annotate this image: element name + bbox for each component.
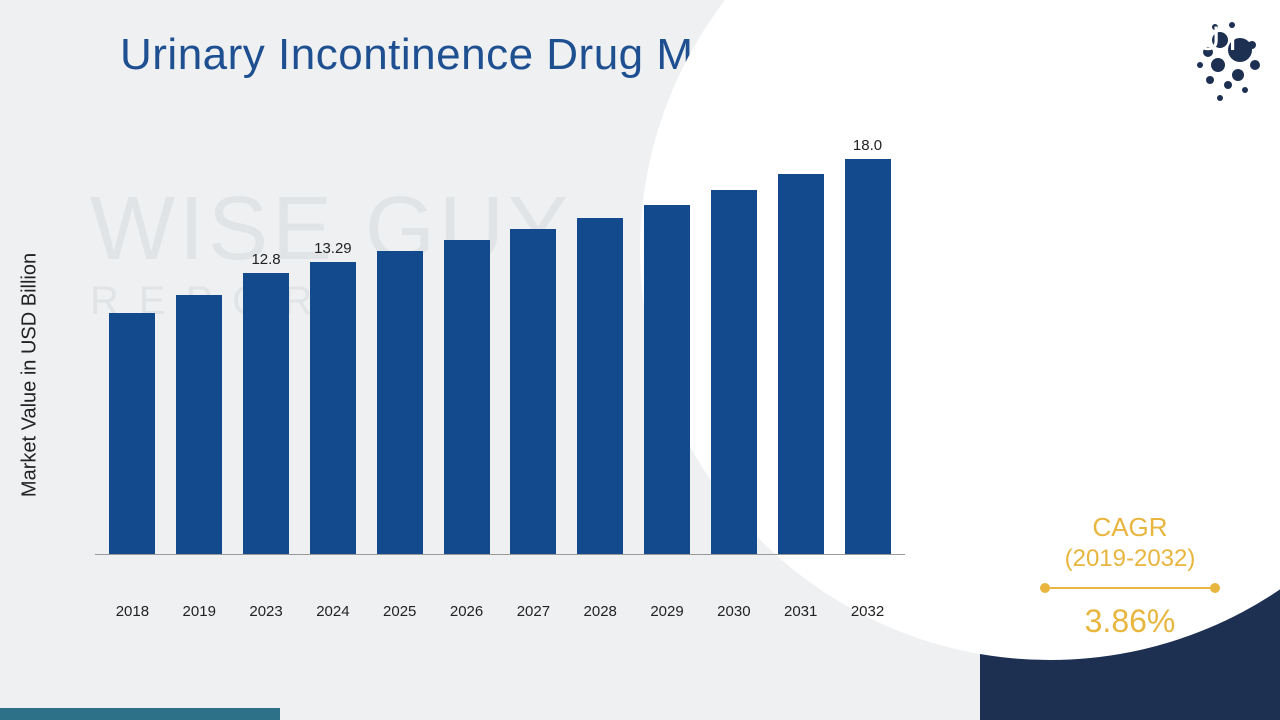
- plot-area: 12.813.2918.0: [95, 160, 905, 555]
- bar: [444, 240, 490, 554]
- bar: [711, 190, 757, 554]
- logo-text-sub: R E P O R T S: [1012, 57, 1245, 75]
- x-tick-label: 2029: [637, 603, 697, 620]
- bar: [176, 295, 222, 554]
- bar-value-label: 13.29: [314, 240, 352, 258]
- bar-column: [169, 273, 229, 554]
- x-tick-label: 2032: [838, 603, 898, 620]
- bar: [845, 159, 891, 554]
- bar: [243, 273, 289, 554]
- x-tick-label: 2019: [169, 603, 229, 620]
- bar: [109, 313, 155, 554]
- bar-column: [437, 218, 497, 554]
- bar: [310, 262, 356, 554]
- y-axis-label: Market Value in USD Billion: [19, 253, 42, 497]
- bottom-accent-bar: [0, 708, 280, 720]
- x-tick-label: 2023: [236, 603, 296, 620]
- bar-column: [771, 152, 831, 554]
- bar-column: [102, 291, 162, 554]
- bars-container: 12.813.2918.0: [95, 160, 905, 554]
- bar-column: 12.8: [236, 251, 296, 554]
- bar-column: [637, 183, 697, 554]
- logo-text-main: WISE GUY: [1012, 20, 1245, 59]
- x-tick-label: 2018: [102, 603, 162, 620]
- bar-column: [503, 207, 563, 554]
- cagr-label: CAGR: [1020, 512, 1240, 543]
- bar-column: [704, 168, 764, 554]
- cagr-block: CAGR (2019-2032) 3.86%: [1020, 512, 1240, 640]
- brand-logo: WISE GUY R E P O R T S: [1012, 20, 1245, 75]
- x-tick-label: 2026: [437, 603, 497, 620]
- bar-column: [570, 196, 630, 554]
- x-tick-label: 2025: [370, 603, 430, 620]
- cagr-value: 3.86%: [1020, 603, 1240, 640]
- cagr-years: (2019-2032): [1020, 545, 1240, 573]
- x-tick-label: 2024: [303, 603, 363, 620]
- bar-chart: Market Value in USD Billion 12.813.2918.…: [40, 160, 910, 590]
- x-tick-label: 2028: [570, 603, 630, 620]
- bar: [377, 251, 423, 554]
- x-tick-label: 2031: [771, 603, 831, 620]
- bar: [510, 229, 556, 554]
- bar-value-label: 18.0: [853, 137, 882, 155]
- bar-column: 18.0: [838, 137, 898, 554]
- bar: [577, 218, 623, 554]
- x-tick-label: 2027: [503, 603, 563, 620]
- bar: [778, 174, 824, 554]
- bar-column: [370, 229, 430, 554]
- x-tick-label: 2030: [704, 603, 764, 620]
- x-axis-ticks: 2018 2019 2023 2024 2025 2026 2027 2028 2029 2030…: [95, 603, 905, 620]
- cagr-divider: [1045, 587, 1215, 589]
- bar: [644, 205, 690, 554]
- bar-value-label: 12.8: [251, 251, 280, 269]
- bar-column: 13.29: [303, 240, 363, 554]
